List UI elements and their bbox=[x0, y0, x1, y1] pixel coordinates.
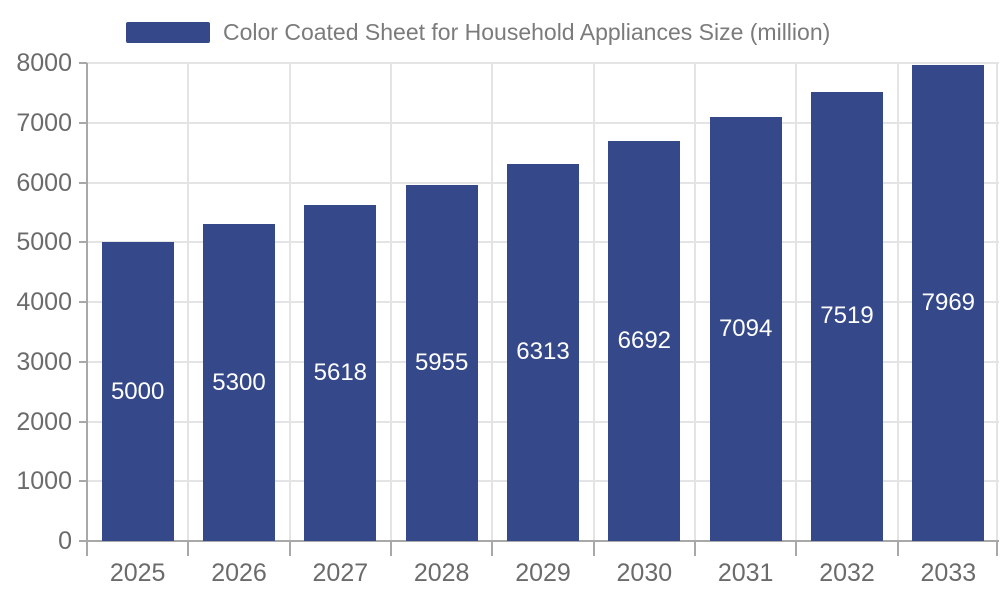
y-axis-label: 6000 bbox=[16, 168, 72, 197]
v-gridline bbox=[996, 63, 998, 541]
x-axis-label: 2029 bbox=[515, 559, 571, 587]
v-gridline bbox=[795, 63, 798, 541]
x-axis-tick bbox=[795, 541, 798, 556]
bar[interactable] bbox=[405, 185, 478, 541]
y-axis-tick bbox=[79, 420, 87, 423]
x-axis-tick bbox=[694, 541, 696, 556]
legend-label: Color Coated Sheet for Household Applian… bbox=[223, 18, 831, 45]
y-axis-label: 2000 bbox=[16, 407, 72, 436]
v-gridline bbox=[694, 63, 696, 541]
bar[interactable] bbox=[101, 242, 174, 541]
y-axis-tick bbox=[79, 121, 87, 124]
y-axis-tick bbox=[79, 360, 87, 363]
x-axis-label: 2032 bbox=[819, 559, 875, 587]
y-axis-label: 7000 bbox=[16, 108, 72, 137]
y-axis-label: 5000 bbox=[16, 228, 72, 257]
y-axis-tick bbox=[79, 181, 87, 184]
bar[interactable] bbox=[203, 224, 275, 541]
y-axis-label: 8000 bbox=[16, 49, 72, 77]
x-axis-label: 2028 bbox=[413, 559, 470, 587]
v-gridline bbox=[187, 63, 190, 541]
x-axis-label: 2025 bbox=[109, 559, 166, 587]
x-axis-label: 2030 bbox=[616, 559, 673, 587]
x-axis-tick bbox=[187, 541, 190, 556]
h-gridline bbox=[87, 62, 999, 64]
x-axis-tick bbox=[996, 541, 998, 556]
bar[interactable] bbox=[811, 91, 883, 541]
x-axis-tick bbox=[896, 541, 899, 556]
y-axis-line bbox=[86, 63, 88, 556]
y-axis-tick bbox=[79, 480, 87, 483]
x-axis-tick bbox=[491, 541, 494, 556]
y-axis-tick bbox=[79, 241, 87, 244]
x-axis-label: 2026 bbox=[211, 559, 267, 587]
x-axis-label: 2033 bbox=[920, 559, 977, 587]
x-axis-label: 2031 bbox=[717, 559, 774, 587]
y-axis-tick bbox=[79, 301, 87, 303]
x-axis-label: 2027 bbox=[312, 559, 369, 587]
legend-swatch-icon bbox=[126, 21, 210, 43]
v-gridline bbox=[288, 63, 291, 541]
bar[interactable] bbox=[912, 64, 985, 541]
y-axis-label: 3000 bbox=[16, 347, 72, 376]
x-axis-line bbox=[87, 540, 999, 542]
bar[interactable] bbox=[507, 163, 579, 541]
bar[interactable] bbox=[304, 205, 377, 541]
y-axis-tick bbox=[79, 62, 87, 64]
y-axis-label: 4000 bbox=[16, 288, 72, 316]
legend[interactable]: Color Coated Sheet for Household Applian… bbox=[126, 18, 830, 46]
y-axis-label: 0 bbox=[58, 527, 72, 555]
y-axis-tick bbox=[79, 540, 87, 542]
x-axis-tick bbox=[390, 541, 392, 556]
h-gridline bbox=[87, 121, 999, 124]
v-gridline bbox=[491, 63, 494, 541]
bar[interactable] bbox=[608, 141, 681, 541]
y-axis-label: 1000 bbox=[16, 467, 72, 496]
v-gridline bbox=[896, 63, 899, 541]
x-axis-tick bbox=[592, 541, 595, 556]
x-axis-tick bbox=[288, 541, 291, 556]
v-gridline bbox=[390, 63, 392, 541]
bar[interactable] bbox=[709, 117, 782, 541]
v-gridline bbox=[592, 63, 595, 541]
